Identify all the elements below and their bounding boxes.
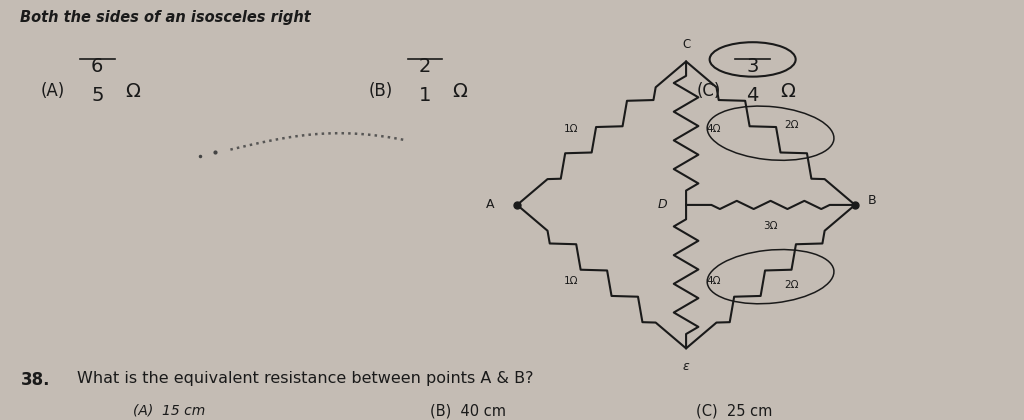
Text: 4: 4 [746,86,759,105]
Text: 2Ω: 2Ω [783,120,799,130]
Text: A: A [486,198,495,211]
Text: 4Ω: 4Ω [707,124,721,134]
Text: (A): (A) [41,82,66,100]
Text: 6: 6 [91,58,103,76]
Text: 38.: 38. [20,371,50,389]
Text: D: D [658,198,668,211]
Text: ε: ε [683,360,689,373]
Text: 3: 3 [746,58,759,76]
Text: C: C [682,38,690,51]
Text: (C)  25 cm: (C) 25 cm [696,404,773,419]
Text: 3Ω: 3Ω [763,221,778,231]
Text: B: B [867,194,876,207]
Text: 5: 5 [91,86,103,105]
Text: (C): (C) [696,82,721,100]
Text: 1: 1 [419,86,431,105]
Text: Both the sides of an isosceles right: Both the sides of an isosceles right [20,10,311,25]
Text: What is the equivalent resistance between points A & B?: What is the equivalent resistance betwee… [77,371,534,386]
Text: 4Ω: 4Ω [707,276,721,286]
Text: 2: 2 [419,58,431,76]
Text: Ω: Ω [780,82,796,101]
Text: 2Ω: 2Ω [783,280,799,290]
Text: 1Ω: 1Ω [563,124,579,134]
Text: (A)  15 cm: (A) 15 cm [133,404,206,418]
Text: (B)  40 cm: (B) 40 cm [430,404,506,419]
Text: Ω: Ω [125,82,140,101]
Text: (B): (B) [369,82,393,100]
Text: 1Ω: 1Ω [563,276,579,286]
Text: Ω: Ω [453,82,468,101]
